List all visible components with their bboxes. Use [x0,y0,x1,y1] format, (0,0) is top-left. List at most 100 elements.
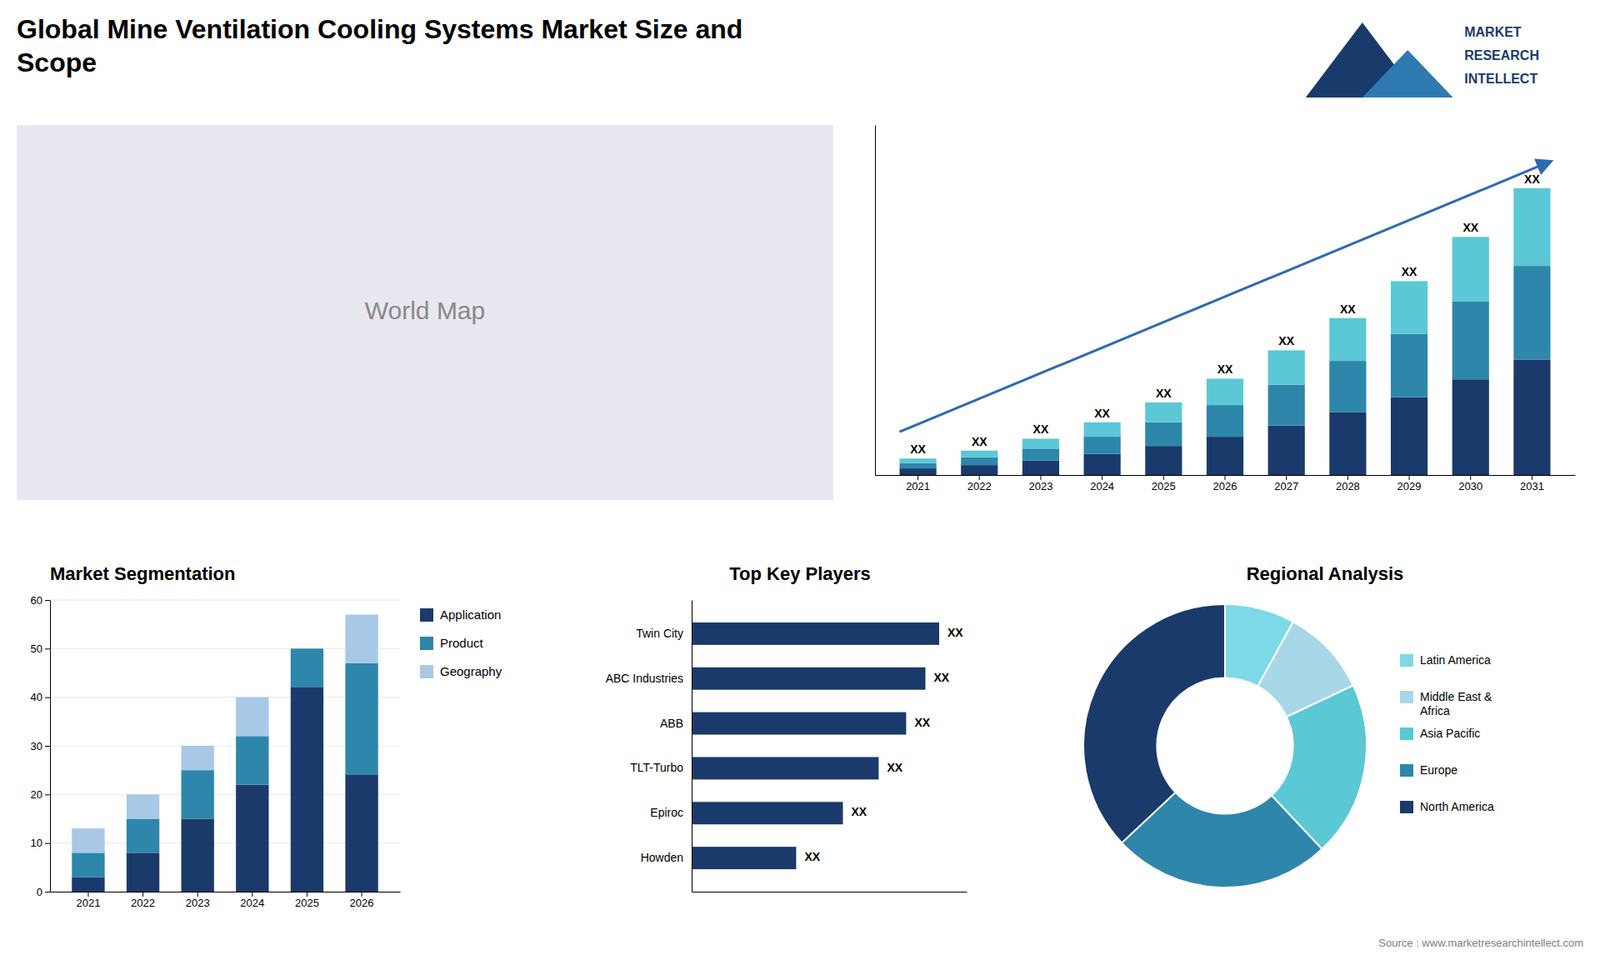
data-label: XX [1401,265,1418,279]
tick-label: 30 [30,740,43,753]
tick: 60 [30,594,50,607]
tick: 2027 [1274,475,1299,493]
tick-label: 2026 [1213,480,1238,493]
bar [181,819,215,893]
tick-label: 10 [30,836,43,850]
tick-label: Twin City [635,626,684,640]
tick-label: 2030 [1458,480,1483,493]
tick-mark [1285,475,1287,480]
tick-mark [1040,475,1041,480]
tick: 2022 [130,891,155,910]
bar [235,697,269,737]
data-label: XX [947,625,964,640]
chart-title: Top Key Players [729,563,871,585]
axis: 0102030405060 [30,594,51,899]
tick: 2025 [1151,475,1176,493]
logo-text: RESEARCH [1464,48,1540,63]
data-label: XX [910,442,926,456]
tick-mark [1470,475,1471,480]
tick-label: 60 [30,594,43,607]
chart-title: Regional Analysis [1246,563,1405,585]
tick-mark [251,891,253,897]
data-label: XX [971,435,988,449]
tick: 2024 [1090,475,1115,493]
tick-mark [45,843,50,845]
tick-label: TLT-Turbo [630,760,684,775]
bar [1452,379,1490,475]
bar [899,458,936,464]
chart-page: Global Mine Ventilation Cooling Systems … [0,0,1600,955]
axis-domain [50,891,401,893]
map-placeholder [16,125,834,500]
bar [290,687,324,892]
tick-mark [142,891,144,897]
tick: 2024 [240,891,265,910]
legend-label: North America [1420,800,1495,814]
bar [1390,280,1428,334]
bar [1206,378,1244,405]
bar [71,877,105,893]
tick-label: 2022 [130,896,155,910]
legend-swatch [1400,764,1414,777]
tick-mark [45,600,50,601]
tick-label: ABC Industries [605,671,684,685]
logo-text: INTELLECT [1464,71,1538,86]
legend-label: Asia Pacific [1420,726,1480,740]
bar [960,450,998,458]
data-label: XX [914,715,930,730]
bar [1268,425,1305,475]
grid [50,600,400,892]
bar [290,648,324,650]
tick-label: Howden [640,850,684,865]
bar [1022,448,1060,460]
legend-swatch [1400,690,1414,704]
tick: 2026 [350,891,375,910]
bar [1390,334,1428,398]
tick: 40 [30,690,50,704]
bar [1145,445,1182,475]
bars [71,615,379,893]
bar [1268,385,1305,426]
tick-label: Epiroc [650,805,684,820]
bars [899,188,1550,475]
tick-mark [1225,475,1226,480]
tick: 2023 [185,891,210,910]
tick-mark [306,891,308,897]
tick: ABB [660,716,692,730]
legend-swatch [420,636,434,650]
bar [899,463,936,469]
bar [290,648,324,688]
tick-label: ABB [660,716,684,730]
data-label: XX [1524,172,1540,186]
tick-mark [1101,475,1103,480]
bar [1513,265,1550,360]
legend-swatch [1400,800,1414,814]
map-panel: World Map [16,125,834,500]
bar [1022,460,1060,475]
legend-swatch [1400,727,1414,740]
tick-label: 2021 [905,480,930,493]
pie-chart: Regional AnalysisLatin AmericaMiddle Eas… [1083,563,1495,888]
tick: 2023 [1028,475,1053,493]
axis: 202120222023202420252026 [50,891,401,910]
bar [1329,360,1366,413]
page-title: Global Mine Ventilation Cooling Systems … [16,14,743,78]
bar [960,465,998,475]
bar [345,615,378,664]
tick-mark [197,891,199,897]
bar [1452,301,1490,380]
bar [181,770,215,819]
tick: 10 [30,836,50,850]
data-label: XX [1340,302,1356,316]
tick: 2025 [295,891,320,910]
legend-label: Geography [440,664,503,679]
tick-mark [1163,475,1165,480]
tick-label: 2024 [1090,480,1115,493]
axis-domain [50,600,51,893]
logo: MARKETRESEARCHINTELLECT [1305,22,1540,98]
tick: ABC Industries [605,671,692,685]
axis [692,891,968,893]
bar [1268,350,1305,385]
tick: 2021 [905,475,930,493]
source-text: Source : www.marketresearchintellect.com [1378,936,1584,950]
